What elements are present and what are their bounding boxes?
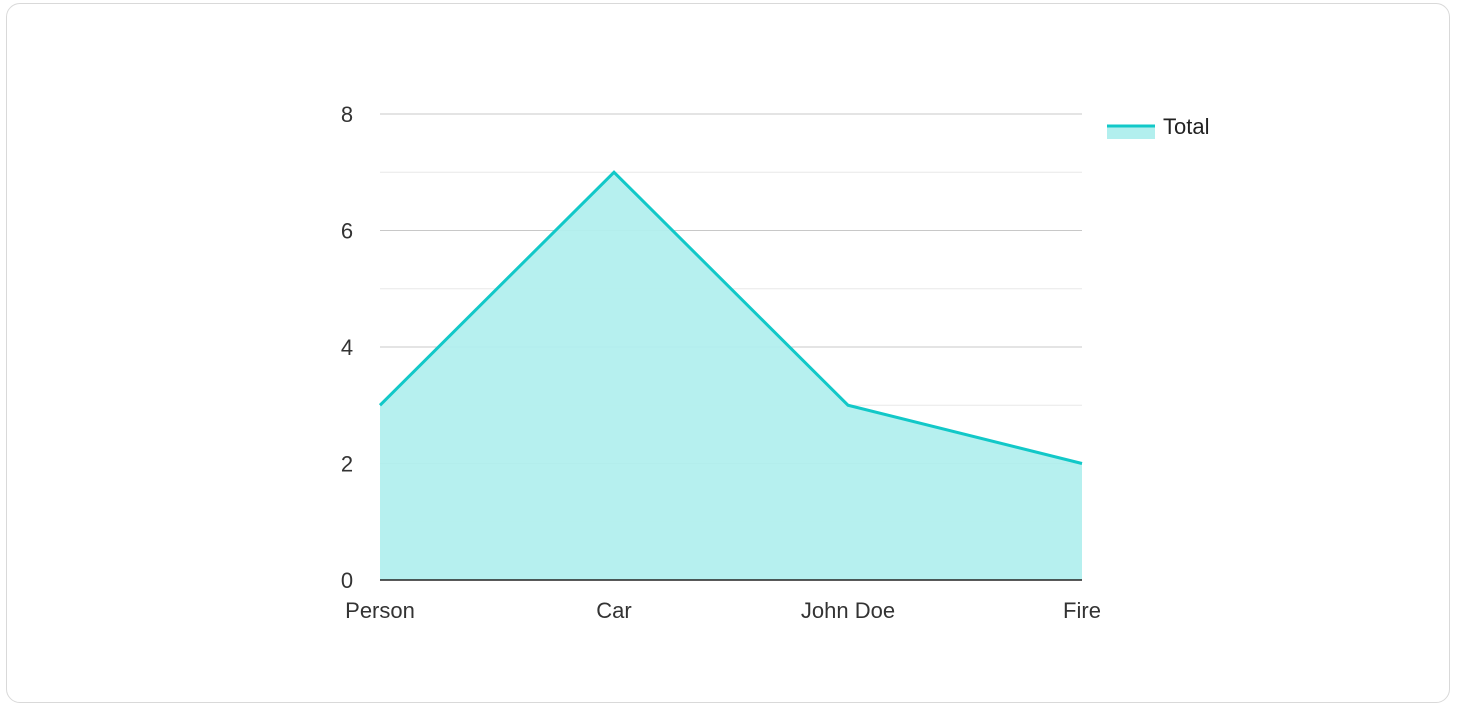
x-tick-label: John Doe bbox=[801, 598, 895, 623]
data-point-fire[interactable] bbox=[1074, 456, 1090, 472]
y-axis-ticks: 0 2 4 6 8 bbox=[341, 102, 353, 593]
y-tick-label: 0 bbox=[341, 568, 353, 593]
x-tick-label: Car bbox=[596, 598, 631, 623]
data-point-person[interactable] bbox=[372, 397, 388, 413]
y-tick-label: 2 bbox=[341, 452, 353, 477]
legend-label-total[interactable]: Total bbox=[1163, 114, 1209, 139]
x-axis-ticks: Person Car John Doe Fire bbox=[345, 598, 1101, 623]
legend: Total bbox=[1107, 114, 1209, 139]
y-tick-label: 4 bbox=[341, 335, 353, 360]
y-tick-label: 8 bbox=[341, 102, 353, 127]
series-line-0[interactable] bbox=[378, 170, 1083, 465]
legend-swatch-fill bbox=[1107, 126, 1155, 139]
area-series-layer bbox=[372, 164, 1090, 580]
area-fill-0[interactable] bbox=[380, 172, 1082, 580]
y-tick-label: 6 bbox=[341, 219, 353, 244]
x-tick-label: Person bbox=[345, 598, 415, 623]
data-point-john-doe[interactable] bbox=[840, 397, 856, 413]
data-point-car[interactable] bbox=[606, 164, 622, 180]
x-tick-label: Fire bbox=[1063, 598, 1101, 623]
